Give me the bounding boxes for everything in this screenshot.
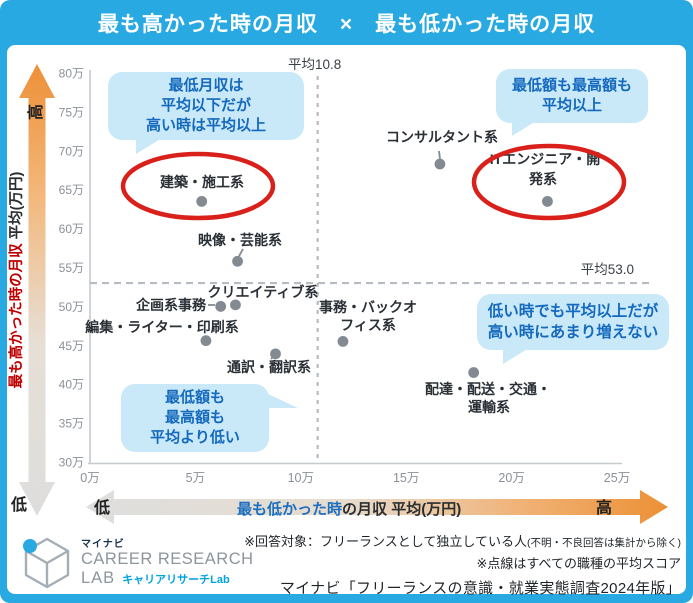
callout-line: 高い時は平均以上 <box>145 117 266 134</box>
callout-tail <box>136 138 162 154</box>
data-point-クリエイティブ系 <box>230 299 241 311</box>
data-point-コンサルタント系 <box>434 158 446 170</box>
point-label-企画系事務: 企画系事務 <box>135 297 207 313</box>
x-tick-label: 15万 <box>393 471 419 485</box>
x-tick-label: 5万 <box>186 471 205 485</box>
scatter-chart: 平均10.8 平均53.0 80万 75万 70万 65万 60万 55万 50万 45万 40万 3… <box>7 57 668 524</box>
data-point-通訳・翻訳系 <box>270 348 281 360</box>
point-label-通訳・翻訳系: 通訳・翻訳系 <box>227 359 311 375</box>
callout-bottom-left: 最低額も 最高額も 平均より低い <box>121 384 298 452</box>
data-point-ITエンジニア・開発系 <box>542 195 553 207</box>
point-label-配達・配送・交通・運輸系: 運輸系 <box>468 399 510 415</box>
callout-top-left: 最低月収は 平均以下だが 高い時は平均以上 <box>108 72 304 154</box>
title-bar: 最も高かった時の月収 × 最も低かった時の月収 <box>0 0 693 45</box>
callout-line: 平均以上 <box>541 97 602 114</box>
y-tick-label: 40万 <box>59 378 84 392</box>
y-tick-label: 75万 <box>59 105 84 119</box>
career-research-lab-logo: マイナビ CAREER RESEARCH LAB キャリアリサーチLab <box>22 536 254 590</box>
x-axis-title: 最も低かった時の月収 平均(万円) <box>237 500 461 518</box>
footnote-dotted-line: ※点線はすべての職種の平均スコア <box>476 556 681 571</box>
callout-line: 最低額も <box>164 389 225 406</box>
point-label-ITエンジニア・開発系: ITエンジニア・開 <box>490 151 600 167</box>
data-point-企画系事務 <box>215 301 227 312</box>
y-tick-label: 35万 <box>59 417 84 431</box>
callout-top-right: 最低額も最高額も 平均以上 <box>496 69 648 136</box>
x-tick-label: 0万 <box>80 471 99 485</box>
x-tick-label: 20万 <box>498 471 524 485</box>
footnote-respondents-main: ※回答対象：フリーランスとして独立している人 <box>244 534 527 549</box>
point-label-編集・ライター・印刷系: 編集・ライター・印刷系 <box>85 319 238 335</box>
callout-line: 最低額も最高額も <box>511 77 632 94</box>
footnote-source: マイナビ「フリーランスの意識・就業実態調査2024年版」 <box>279 580 681 597</box>
callout-tail <box>503 348 529 364</box>
mean-y-label: 平均53.0 <box>581 262 634 277</box>
y-axis-arrow <box>19 64 55 516</box>
callout-line: 高い時にあまり増えない <box>487 324 659 341</box>
data-point-建築・施工系 <box>196 195 208 207</box>
y-tick-label: 30万 <box>59 456 84 470</box>
page-title: 最も高かった時の月収 × 最も低かった時の月収 <box>97 12 596 36</box>
point-label-事務・バックオフィス系: フィス系 <box>340 317 396 333</box>
data-point-配達・配送・交通・運輸系 <box>468 367 480 378</box>
logo-blue-dot <box>23 539 37 553</box>
callout-mid-right: 低い時でも平均以上だが 高い時にあまり増えない <box>477 294 669 364</box>
data-point-事務・バックオフィス系 <box>337 336 349 347</box>
y-arrow-low-label: 低 <box>10 495 27 514</box>
point-label-クリエイティブ系: クリエイティブ系 <box>208 284 319 300</box>
point-label-コンサルタント系: コンサルタント系 <box>386 129 498 145</box>
mean-x-label: 平均10.8 <box>288 57 341 72</box>
point-label-配達・配送・交通・運輸系: 配達・配送・交通・ <box>425 381 551 397</box>
point-label-ITエンジニア・開発系: 発系 <box>528 171 557 187</box>
point-label-事務・バックオフィス系: 事務・バックオ <box>319 299 417 315</box>
highlight-ellipse <box>471 143 627 221</box>
y-arrow-high-label: 高 <box>26 104 45 120</box>
logo-mynavi-text: マイナビ <box>81 538 125 550</box>
footnote-respondents: ※回答対象：フリーランスとして独立している人(不明・不良回答は集計から除く) <box>244 531 681 550</box>
callout-line: 最低月収は <box>168 77 244 94</box>
callout-line: 平均より低い <box>150 429 240 446</box>
footnotes: ※回答対象：フリーランスとして独立している人(不明・不良回答は集計から除く) ※… <box>244 531 681 598</box>
point-connector <box>238 248 244 257</box>
logo-career-text: CAREER RESEARCH <box>81 550 254 569</box>
y-axis-title: 最も高かった時の月収 平均(万円) <box>7 171 25 388</box>
y-tick-label: 80万 <box>59 67 84 81</box>
callout-tail <box>512 121 536 136</box>
callout-line: 平均以下だが <box>160 97 251 114</box>
data-point-映像・芸能系 <box>232 255 243 267</box>
y-tick-label: 65万 <box>59 183 84 197</box>
logo-cube-icon <box>23 537 70 589</box>
x-arrow-high-label: 高 <box>596 498 612 517</box>
footnote-respondents-small: (不明・不良回答は集計から除く) <box>527 537 681 549</box>
point-label-建築・施工系: 建築・施工系 <box>160 174 244 190</box>
data-point-編集・ライター・印刷系 <box>200 335 212 347</box>
y-tick-label: 55万 <box>59 261 84 275</box>
point-connector <box>438 150 441 160</box>
logo-lab-text: LAB <box>81 568 116 587</box>
x-tick-label: 25万 <box>604 471 630 485</box>
callout-line: 最高額も <box>164 409 225 426</box>
point-label-映像・芸能系: 映像・芸能系 <box>198 232 282 248</box>
x-axis-arrow <box>86 490 668 524</box>
callout-line: 低い時でも平均以上だが <box>487 303 659 320</box>
y-tick-label: 45万 <box>59 339 84 353</box>
y-tick-label: 70万 <box>59 144 84 158</box>
logo-kyarilab-text: キャリアリサーチLab <box>122 573 230 586</box>
highlight-ellipse <box>120 151 276 221</box>
y-tick-label: 60万 <box>59 222 84 236</box>
y-tick-label: 50万 <box>59 300 84 314</box>
callout-tail <box>266 393 298 408</box>
x-arrow-low-label: 低 <box>93 498 110 517</box>
x-tick-label: 10万 <box>288 471 314 485</box>
